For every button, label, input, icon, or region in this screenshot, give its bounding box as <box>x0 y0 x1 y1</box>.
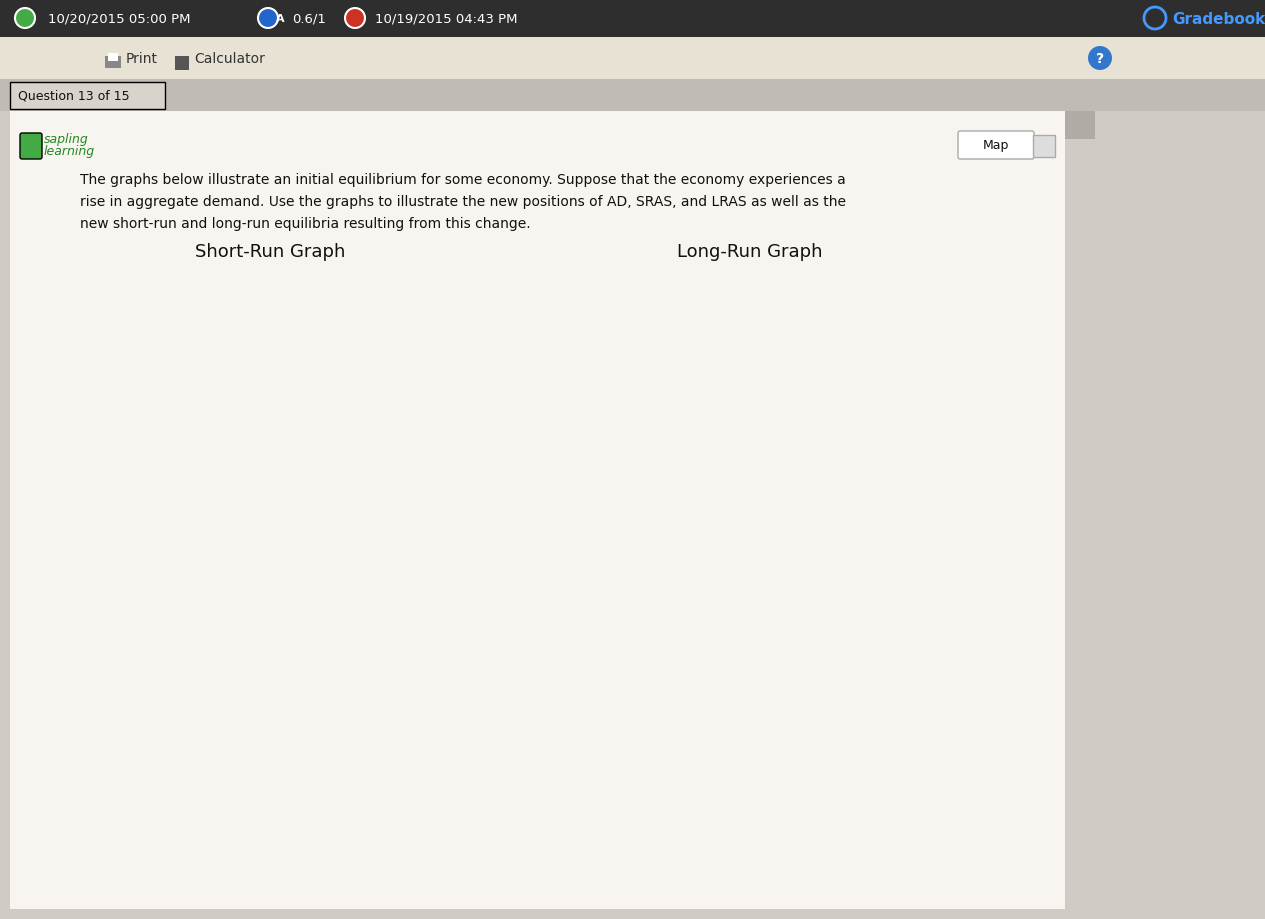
Text: sapling: sapling <box>44 133 89 146</box>
Text: ?: ? <box>1095 52 1104 66</box>
Y-axis label: Aggregate Price Level: Aggregate Price Level <box>521 474 534 619</box>
Text: Calculator: Calculator <box>194 52 264 66</box>
Text: A: A <box>276 14 285 24</box>
Text: Question 13 of 15: Question 13 of 15 <box>18 89 129 102</box>
Circle shape <box>15 9 35 29</box>
FancyBboxPatch shape <box>958 131 1034 160</box>
Circle shape <box>258 9 278 29</box>
Bar <box>108 54 118 62</box>
Point <box>230 251 250 266</box>
Circle shape <box>345 9 366 29</box>
Point <box>445 262 466 277</box>
Point <box>920 817 940 832</box>
FancyBboxPatch shape <box>10 83 164 110</box>
Text: Map: Map <box>983 140 1009 153</box>
Point <box>522 828 543 843</box>
Point <box>445 817 466 832</box>
Point <box>706 251 726 266</box>
Text: AD: AD <box>844 740 865 755</box>
Point <box>250 539 271 554</box>
Y-axis label: Aggregate Price Level: Aggregate Price Level <box>47 474 59 619</box>
X-axis label: Real GDP: Real GDP <box>226 833 293 847</box>
Text: Equilibrium Point: Equilibrium Point <box>754 487 868 500</box>
Point <box>47 828 67 843</box>
Text: Short-Run Graph: Short-Run Graph <box>195 243 345 261</box>
Bar <box>175 57 188 71</box>
Bar <box>0 80 1265 112</box>
Point <box>725 539 745 554</box>
Text: The graphs below illustrate an initial equilibrium for some economy. Suppose tha: The graphs below illustrate an initial e… <box>80 173 846 187</box>
Bar <box>105 57 121 69</box>
Point <box>47 251 67 266</box>
Bar <box>1065 112 1095 140</box>
Text: Gradebook: Gradebook <box>1171 11 1265 27</box>
Text: AD: AD <box>369 740 391 755</box>
Text: LRAS: LRAS <box>731 324 768 339</box>
Bar <box>0 38 1265 80</box>
Text: learning: learning <box>44 145 95 158</box>
Text: Long-Run Graph: Long-Run Graph <box>677 243 822 261</box>
Text: rise in aggregate demand. Use the graphs to illustrate the new positions of AD, : rise in aggregate demand. Use the graphs… <box>80 195 846 209</box>
Bar <box>0 0 1265 38</box>
Text: new short-run and long-run equilibria resulting from this change.: new short-run and long-run equilibria re… <box>80 217 530 231</box>
Point <box>250 539 271 554</box>
Circle shape <box>1088 47 1112 71</box>
Point <box>250 539 271 554</box>
Point <box>725 539 745 554</box>
Text: 10/19/2015 04:43 PM: 10/19/2015 04:43 PM <box>374 13 517 26</box>
Text: Print: Print <box>126 52 158 66</box>
Text: LRAS: LRAS <box>256 324 293 339</box>
FancyBboxPatch shape <box>20 134 42 160</box>
Point <box>920 262 940 277</box>
X-axis label: Real GDP: Real GDP <box>701 833 769 847</box>
Text: 0.6/1: 0.6/1 <box>292 13 326 26</box>
Text: SRAS: SRAS <box>844 402 883 417</box>
Text: SRAS: SRAS <box>369 402 407 417</box>
Point <box>725 539 745 554</box>
Bar <box>10 112 1065 909</box>
Text: 10/20/2015 05:00 PM: 10/20/2015 05:00 PM <box>48 13 191 26</box>
Bar <box>1034 136 1055 158</box>
Point <box>522 251 543 266</box>
Bar <box>1065 112 1095 909</box>
Text: Equilibrium Point: Equilibrium Point <box>280 487 392 500</box>
